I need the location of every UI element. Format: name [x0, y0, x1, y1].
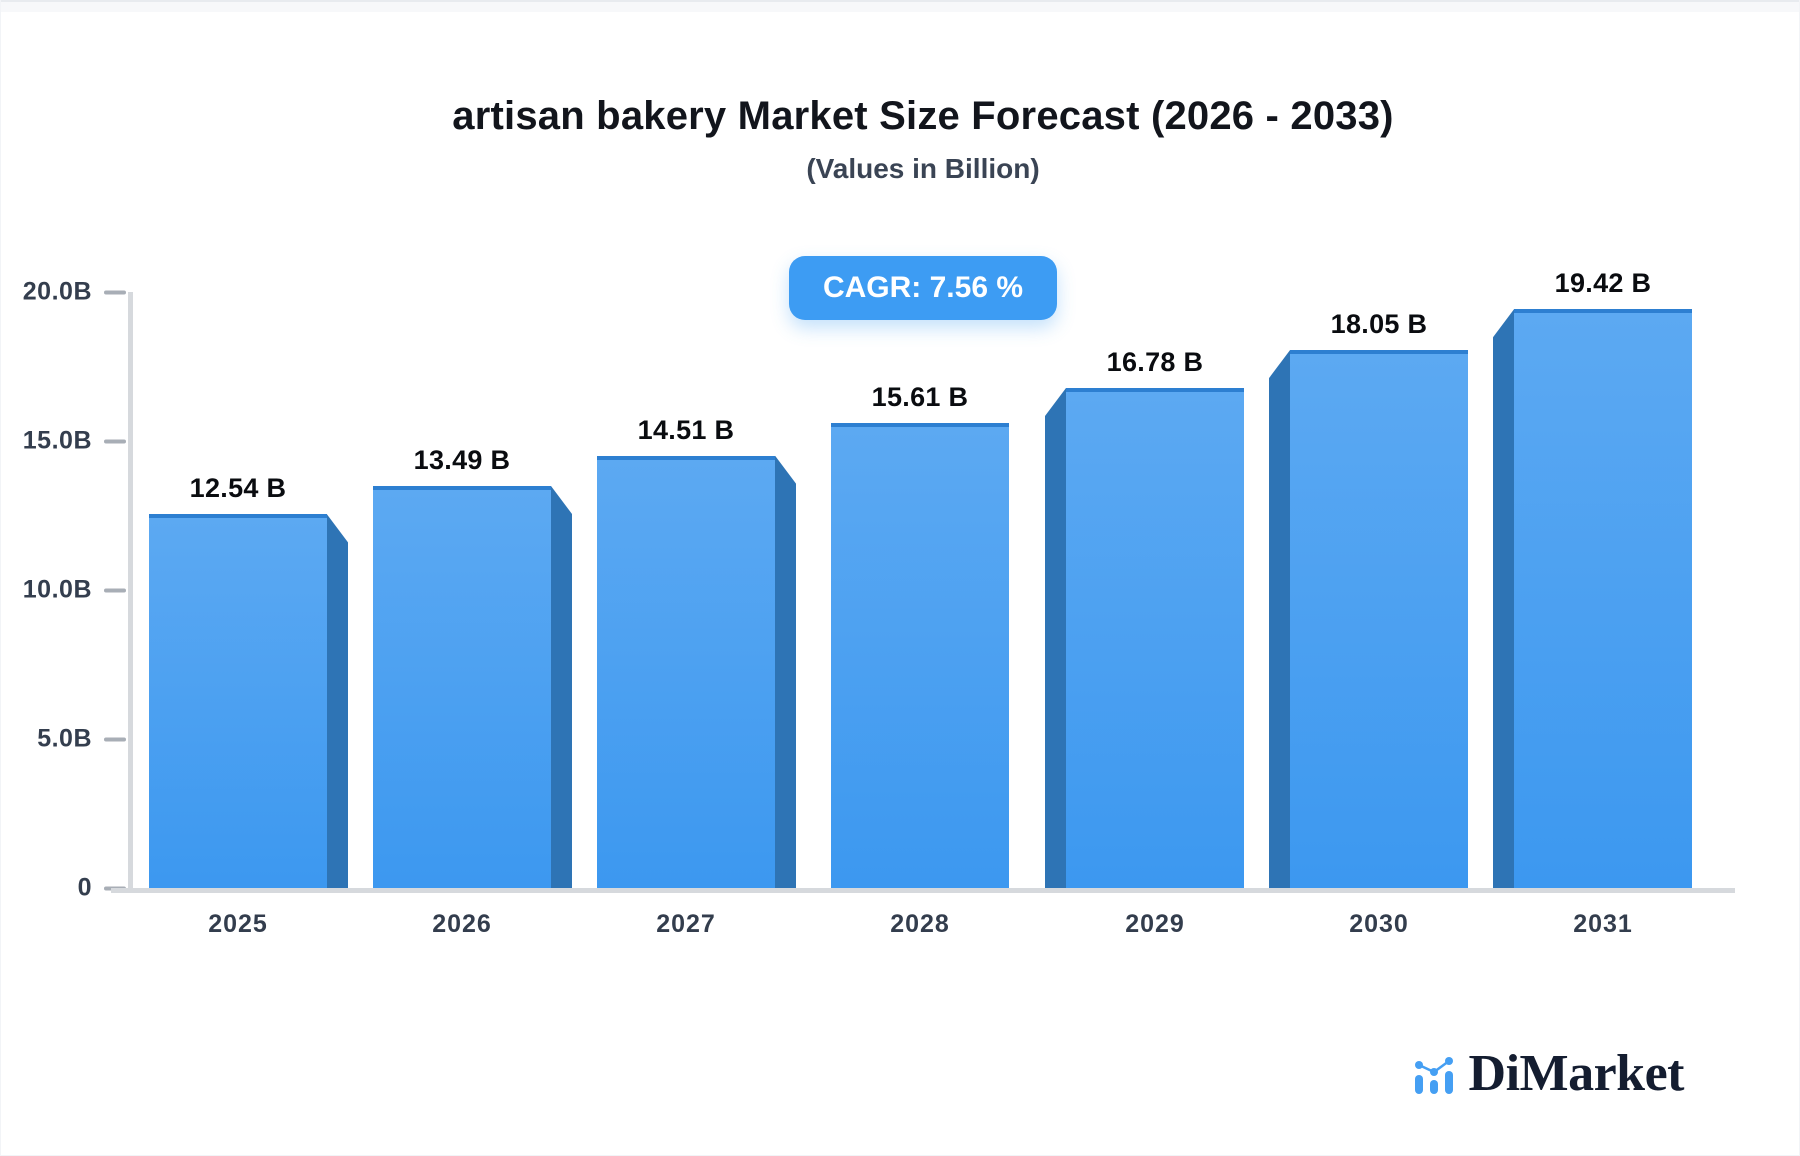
bar-value-label: 12.54 B [189, 473, 287, 504]
y-tick-mark [104, 439, 126, 443]
y-tick: 10.0B [1, 576, 128, 605]
x-axis-label: 2028 [890, 910, 950, 938]
page-top-edge [1, 0, 1799, 12]
bar-face [831, 422, 1009, 888]
bar-2025: 12.54 B 2025 [149, 473, 348, 938]
chart-title: artisan bakery Market Size Forecast (202… [452, 94, 1394, 138]
y-tick-label: 5.0B [37, 724, 92, 753]
y-tick-label: 10.0B [22, 575, 92, 604]
y-tick: 5.0B [1, 725, 128, 754]
y-tick-label: 20.0B [22, 277, 92, 306]
x-axis-label: 2025 [208, 910, 268, 938]
bar-value-label: 14.51 B [637, 414, 735, 445]
x-axis-label: 2030 [1349, 910, 1409, 938]
chart-header: artisan bakery Market Size Forecast (202… [131, 92, 1715, 320]
bar-2029: 16.78 B 2029 [1045, 347, 1244, 938]
x-axis-line [111, 888, 1735, 893]
bar-2027: 14.51 B 2027 [597, 415, 796, 938]
bar-3d-side [1045, 387, 1066, 888]
x-axis-label: 2026 [432, 910, 492, 938]
brand-logo: DiMarket [1413, 1044, 1685, 1103]
cagr-badge: CAGR: 7.56 % [788, 256, 1058, 320]
y-tick-mark [104, 588, 126, 592]
bar-face [1066, 387, 1244, 888]
bar-series: 12.54 B 2025 13.49 B 2026 14.51 B 2027 15.61 B… [131, 268, 1715, 938]
bar-3d-side [1269, 350, 1290, 888]
bar-face [597, 455, 775, 888]
y-tick: 15.0B [1, 427, 128, 456]
y-tick: 0 [1, 874, 128, 903]
plot-area: 12.54 B 2025 13.49 B 2026 14.51 B 2027 15.61 B… [111, 268, 1735, 938]
bar-face [149, 514, 327, 888]
bar-value-label: 19.42 B [1554, 268, 1652, 299]
bar-value-label: 15.61 B [871, 381, 969, 412]
x-axis-label: 2029 [1125, 910, 1185, 938]
bar-face [1514, 309, 1692, 888]
x-axis-label: 2027 [656, 910, 716, 938]
y-tick: 20.0B [1, 278, 128, 307]
bar-2030: 18.05 B 2030 [1269, 309, 1468, 938]
bar-value-label: 13.49 B [413, 445, 511, 475]
brand-name: DiMarket [1468, 1045, 1685, 1102]
bar-value-label: 18.05 B [1330, 309, 1428, 340]
bar-3d-side [327, 514, 348, 888]
bar-face [373, 486, 551, 888]
y-tick-mark [104, 737, 126, 741]
y-tick-label: 0 [77, 873, 92, 902]
bar-2031: 19.42 B 2031 [1493, 268, 1692, 938]
x-axis-label: 2031 [1573, 910, 1633, 938]
y-axis-line [128, 292, 133, 893]
y-axis: 20.0B 15.0B 10.0B 5.0B 0 [1, 278, 128, 902]
bar-value-label: 16.78 B [1106, 346, 1204, 377]
y-tick-mark [104, 290, 126, 294]
bar-3d-side [551, 486, 572, 888]
bar-3d-side [775, 455, 796, 888]
y-tick-label: 15.0B [22, 426, 92, 455]
bar-2028: 15.61 B 2028 [821, 382, 1020, 938]
bar-2026: 13.49 B 2026 [373, 445, 572, 938]
bar-line-chart-icon [1414, 1056, 1453, 1094]
bar-face [1290, 350, 1468, 888]
bar-3d-side [1493, 309, 1514, 888]
chart-subtitle: (Values in Billion) [806, 153, 1040, 184]
